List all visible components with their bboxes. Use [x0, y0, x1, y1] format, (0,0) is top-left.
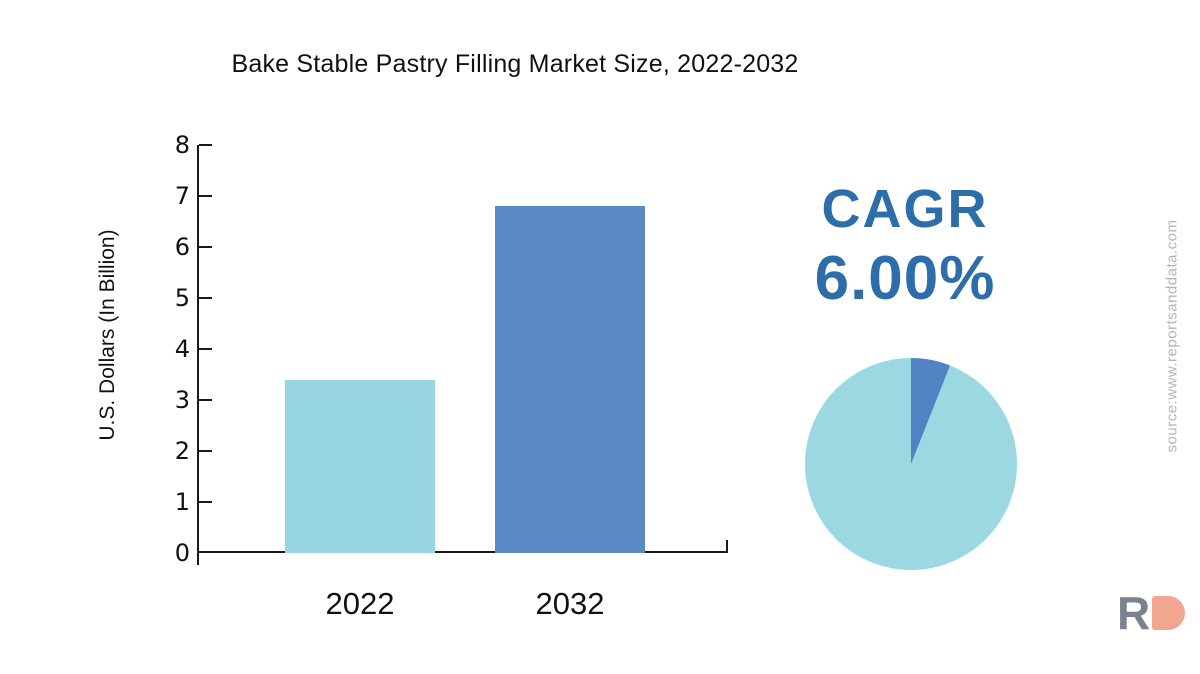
bar-2022	[285, 380, 435, 553]
y-tick-label: 3	[174, 386, 190, 414]
cagr-block: CAGR 6.00%	[815, 178, 996, 315]
y-axis-label: U.S. Dollars (In Billion)	[96, 229, 119, 441]
x-axis-end-tick	[726, 540, 728, 553]
y-tick-mark	[199, 246, 212, 248]
x-tick-label: 2022	[325, 586, 395, 621]
y-tick-mark	[199, 348, 212, 350]
y-tick-label: 5	[174, 284, 190, 312]
y-tick-mark	[199, 399, 212, 401]
cagr-value: 6.00%	[814, 243, 996, 313]
logo-letter-r: R	[1117, 587, 1151, 639]
x-tick-label: 2032	[535, 586, 605, 621]
logo-d-shape	[1152, 596, 1186, 630]
y-tick-label: 7	[174, 182, 190, 210]
y-tick-label: 2	[174, 437, 190, 465]
cagr-label: CAGR	[821, 179, 989, 239]
y-tick-mark	[199, 297, 212, 299]
y-tick-mark	[199, 144, 212, 146]
x-axis-line	[197, 551, 728, 553]
y-tick-mark	[199, 450, 212, 452]
y-tick-label: 8	[174, 131, 190, 159]
bar-2032	[495, 206, 645, 553]
y-tick-label: 1	[174, 488, 190, 516]
y-tick-label: 4	[174, 335, 190, 363]
y-tick-label: 6	[174, 233, 190, 261]
y-tick-mark	[199, 195, 212, 197]
y-tick-label: 0	[174, 539, 190, 567]
source-attribution: source:www.reportsanddata.com	[1163, 219, 1181, 453]
cagr-pie	[805, 358, 1017, 570]
y-axis-line	[197, 145, 199, 565]
y-tick-mark	[199, 501, 212, 503]
brand-logo: R	[1117, 587, 1186, 639]
chart-title: Bake Stable Pastry Filling Market Size, …	[231, 50, 799, 78]
